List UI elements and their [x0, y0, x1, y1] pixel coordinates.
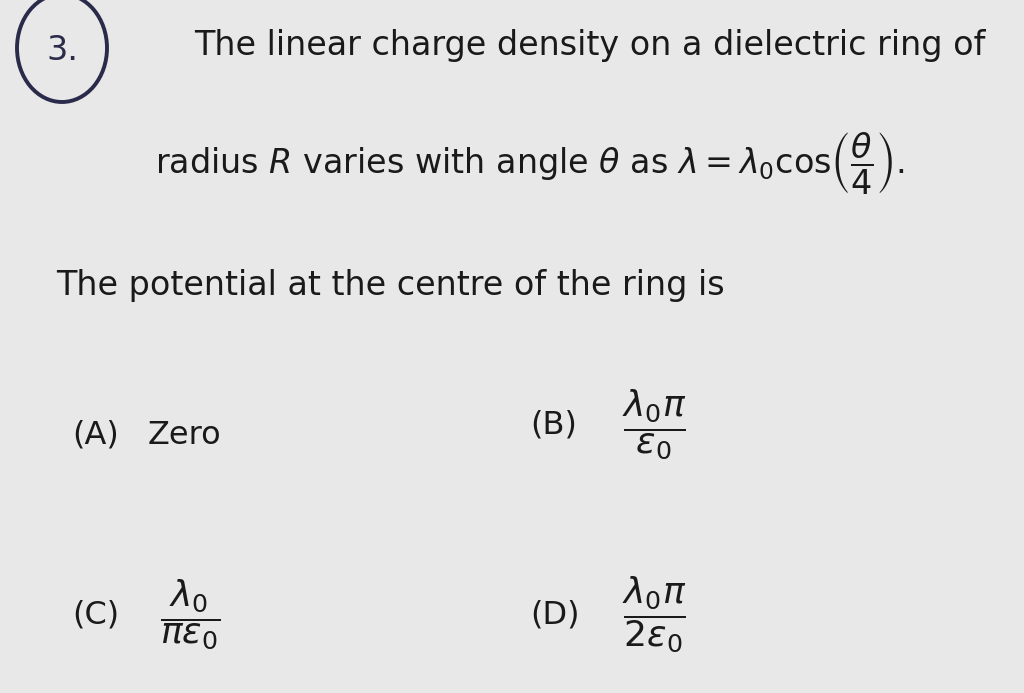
Text: Zero: Zero	[148, 419, 221, 450]
Text: (D): (D)	[530, 599, 580, 631]
Text: (C): (C)	[72, 599, 119, 631]
Text: The potential at the centre of the ring is: The potential at the centre of the ring …	[55, 268, 724, 301]
Text: $\dfrac{\lambda_0 \pi}{\varepsilon_0}$: $\dfrac{\lambda_0 \pi}{\varepsilon_0}$	[622, 388, 686, 462]
Text: $\dfrac{\lambda_0 \pi}{2\varepsilon_0}$: $\dfrac{\lambda_0 \pi}{2\varepsilon_0}$	[622, 575, 686, 655]
Text: radius $R$ varies with angle $\theta$ as $\lambda = \lambda_0 \cos\!\left(\dfrac: radius $R$ varies with angle $\theta$ as…	[155, 130, 905, 196]
Text: (B): (B)	[530, 410, 577, 441]
Text: 3.: 3.	[46, 35, 78, 67]
Text: The linear charge density on a dielectric ring of: The linear charge density on a dielectri…	[195, 28, 986, 62]
Text: (A): (A)	[72, 419, 119, 450]
Text: $\dfrac{\lambda_0}{\pi\varepsilon_0}$: $\dfrac{\lambda_0}{\pi\varepsilon_0}$	[160, 578, 220, 652]
